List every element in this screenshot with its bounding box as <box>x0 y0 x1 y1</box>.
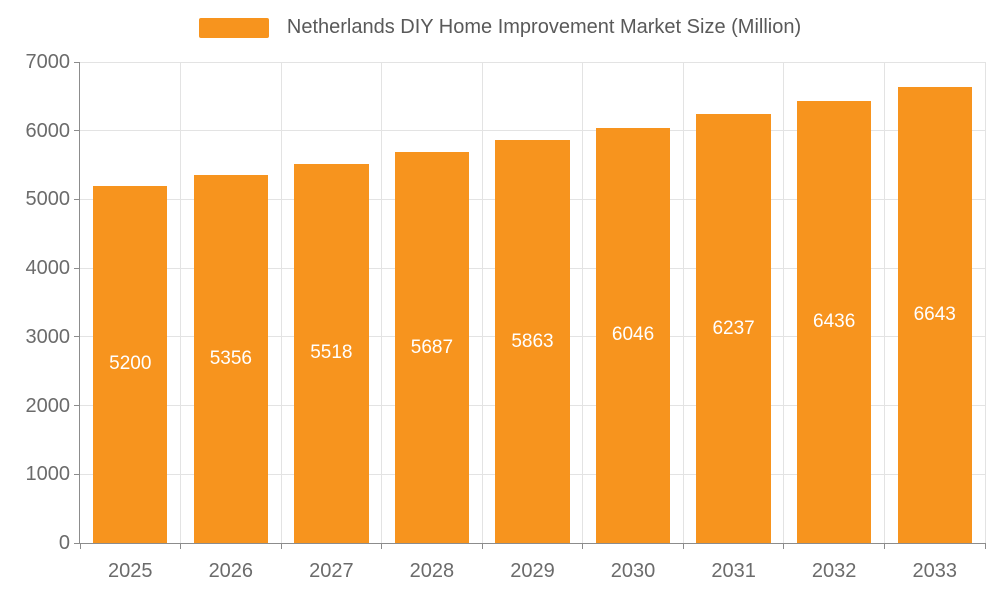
bar-2029: 5863 <box>495 140 570 543</box>
y-axis-label: 6000 <box>25 119 71 142</box>
y-tick-mark <box>74 198 80 200</box>
gridline-vertical <box>984 62 986 543</box>
y-axis-label: 3000 <box>25 325 71 348</box>
y-axis-label: 1000 <box>25 463 71 486</box>
y-axis-label: 4000 <box>25 257 71 280</box>
bar-value-label: 5200 <box>109 353 152 375</box>
gridline-vertical <box>381 62 383 543</box>
legend-swatch[interactable] <box>198 17 269 38</box>
y-tick-mark <box>74 336 80 338</box>
x-axis-label: 2025 <box>108 560 153 582</box>
y-tick-mark <box>74 473 80 475</box>
gridline-vertical <box>582 62 584 543</box>
bar-2027: 5518 <box>294 163 369 543</box>
x-axis-label: 2033 <box>912 560 957 582</box>
x-tick-mark <box>682 543 684 549</box>
bar-value-label: 5863 <box>511 330 554 352</box>
x-tick-mark <box>180 543 182 549</box>
bar-value-label: 5687 <box>410 336 454 358</box>
bar-value-label: 6237 <box>712 317 755 339</box>
y-tick-mark <box>74 61 80 63</box>
y-axis-label: 0 <box>58 532 70 554</box>
y-tick-mark <box>74 542 80 544</box>
gridline-vertical <box>682 62 684 543</box>
bar-value-label: 6643 <box>913 303 956 325</box>
x-tick-mark <box>280 543 282 549</box>
y-axis-label: 7000 <box>25 51 71 73</box>
bar-2028: 5687 <box>394 152 470 543</box>
bar-2031: 6237 <box>696 114 771 543</box>
bar-value-label: 5356 <box>209 347 252 369</box>
y-axis-label: 5000 <box>25 188 71 211</box>
bar-2033: 6643 <box>897 86 972 543</box>
bar-2030: 6046 <box>595 127 671 543</box>
legend[interactable]: Netherlands DIY Home Improvement Market … <box>0 16 1000 39</box>
y-axis-label: 2000 <box>25 394 71 417</box>
x-axis-line <box>79 543 985 544</box>
gridline-vertical <box>481 62 483 543</box>
bar-2025: 5200 <box>93 185 168 543</box>
gridline-vertical <box>883 62 885 543</box>
y-tick-mark <box>74 130 80 132</box>
bar-2026: 5356 <box>193 174 269 543</box>
x-tick-mark <box>984 543 986 549</box>
bar-value-label: 5518 <box>310 342 353 364</box>
y-tick-mark <box>74 405 80 407</box>
x-tick-mark <box>883 543 885 549</box>
gridline-horizontal <box>80 61 985 63</box>
legend-label[interactable]: Netherlands DIY Home Improvement Market … <box>286 16 802 38</box>
x-tick-mark <box>79 543 81 549</box>
x-axis-label: 2027 <box>309 560 354 582</box>
x-axis-label: 2029 <box>510 560 555 582</box>
x-tick-mark <box>381 543 383 549</box>
x-axis-label: 2030 <box>610 560 656 582</box>
bar-value-label: 6046 <box>611 324 655 346</box>
x-tick-mark <box>481 543 483 549</box>
x-axis-label: 2028 <box>409 560 455 582</box>
gridline-vertical <box>180 62 182 543</box>
x-tick-mark <box>582 543 584 549</box>
bar-value-label: 6436 <box>813 310 856 332</box>
x-tick-mark <box>783 543 785 549</box>
bar-2032: 6436 <box>796 100 872 543</box>
y-axis-line <box>79 62 80 544</box>
x-axis-label: 2031 <box>711 560 756 582</box>
gridline-vertical <box>783 62 785 543</box>
gridline-vertical <box>280 62 282 543</box>
x-axis-label: 2026 <box>208 560 254 582</box>
x-axis-label: 2032 <box>811 560 857 582</box>
gridline-horizontal <box>80 130 985 132</box>
y-tick-mark <box>74 267 80 269</box>
